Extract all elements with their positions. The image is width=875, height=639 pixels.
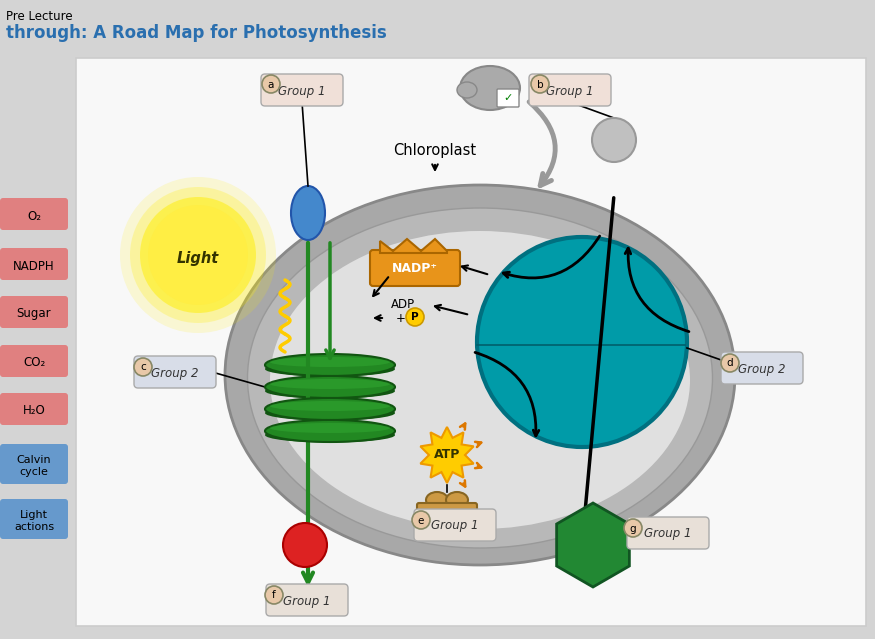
Text: ADP: ADP [391, 298, 415, 311]
Circle shape [130, 187, 266, 323]
Ellipse shape [291, 186, 325, 240]
FancyBboxPatch shape [414, 509, 496, 541]
Text: NADP⁺: NADP⁺ [392, 261, 438, 275]
Ellipse shape [265, 420, 395, 442]
Text: P: P [411, 312, 419, 322]
Circle shape [531, 75, 549, 93]
Text: Light: Light [177, 250, 219, 265]
Circle shape [148, 205, 248, 305]
Text: Group 2: Group 2 [151, 367, 199, 380]
FancyBboxPatch shape [370, 250, 460, 286]
FancyBboxPatch shape [266, 584, 348, 616]
Text: H₂O: H₂O [23, 404, 46, 417]
Circle shape [406, 308, 424, 326]
Circle shape [120, 177, 276, 333]
FancyBboxPatch shape [0, 248, 68, 280]
FancyArrowPatch shape [529, 102, 556, 185]
Ellipse shape [265, 383, 395, 399]
Ellipse shape [265, 362, 395, 376]
Text: +: + [396, 311, 410, 325]
Text: Chloroplast: Chloroplast [394, 142, 477, 157]
Polygon shape [420, 427, 473, 483]
Text: f: f [272, 590, 276, 601]
Circle shape [592, 118, 636, 162]
Text: Group 1: Group 1 [431, 520, 479, 532]
Text: g: g [630, 523, 636, 534]
FancyBboxPatch shape [76, 58, 866, 626]
Text: Group 1: Group 1 [278, 84, 326, 98]
Text: ✓: ✓ [503, 93, 513, 103]
Text: c: c [140, 362, 146, 373]
Text: Group 1: Group 1 [644, 528, 692, 541]
Text: NADPH: NADPH [13, 259, 55, 272]
Circle shape [265, 586, 283, 604]
Circle shape [283, 523, 327, 567]
Text: Sugar: Sugar [17, 307, 52, 321]
Text: Group 1: Group 1 [284, 594, 331, 608]
Text: Calvin
cycle: Calvin cycle [17, 455, 52, 477]
Ellipse shape [265, 427, 395, 442]
FancyBboxPatch shape [261, 74, 343, 106]
Text: through: A Road Map for Photosynthesis: through: A Road Map for Photosynthesis [6, 24, 387, 42]
Circle shape [477, 237, 687, 447]
FancyBboxPatch shape [134, 356, 216, 388]
FancyBboxPatch shape [417, 503, 477, 535]
FancyBboxPatch shape [497, 89, 519, 107]
Circle shape [262, 75, 280, 93]
Text: d: d [726, 358, 733, 369]
Text: Light
actions: Light actions [14, 510, 54, 532]
FancyBboxPatch shape [0, 345, 68, 377]
Ellipse shape [270, 423, 390, 433]
Circle shape [134, 358, 152, 376]
Text: CO₂: CO₂ [23, 357, 46, 369]
Ellipse shape [265, 376, 395, 398]
Text: a: a [268, 79, 274, 89]
Text: Group 2: Group 2 [738, 362, 786, 376]
Ellipse shape [270, 401, 390, 411]
Text: b: b [536, 79, 543, 89]
Ellipse shape [248, 208, 712, 548]
Circle shape [140, 197, 256, 313]
Ellipse shape [265, 354, 395, 376]
Text: ATP: ATP [434, 449, 460, 461]
Ellipse shape [270, 357, 390, 367]
Ellipse shape [225, 185, 735, 565]
FancyBboxPatch shape [721, 352, 803, 384]
Ellipse shape [426, 492, 448, 508]
Polygon shape [556, 503, 629, 587]
FancyBboxPatch shape [0, 393, 68, 425]
Ellipse shape [460, 66, 520, 110]
FancyBboxPatch shape [0, 296, 68, 328]
Circle shape [624, 519, 642, 537]
Circle shape [412, 511, 430, 529]
Text: Pre Lecture: Pre Lecture [6, 10, 73, 23]
Ellipse shape [265, 406, 395, 420]
FancyBboxPatch shape [0, 444, 68, 484]
Ellipse shape [446, 492, 468, 508]
Ellipse shape [270, 379, 390, 389]
Circle shape [721, 354, 739, 372]
Ellipse shape [265, 398, 395, 420]
Text: O₂: O₂ [27, 210, 41, 222]
FancyBboxPatch shape [627, 517, 709, 549]
Ellipse shape [270, 231, 690, 529]
FancyBboxPatch shape [0, 198, 68, 230]
Text: e: e [418, 516, 424, 525]
FancyBboxPatch shape [529, 74, 611, 106]
FancyBboxPatch shape [0, 499, 68, 539]
Ellipse shape [457, 82, 477, 98]
Text: Group 1: Group 1 [546, 84, 594, 98]
Polygon shape [380, 239, 447, 253]
